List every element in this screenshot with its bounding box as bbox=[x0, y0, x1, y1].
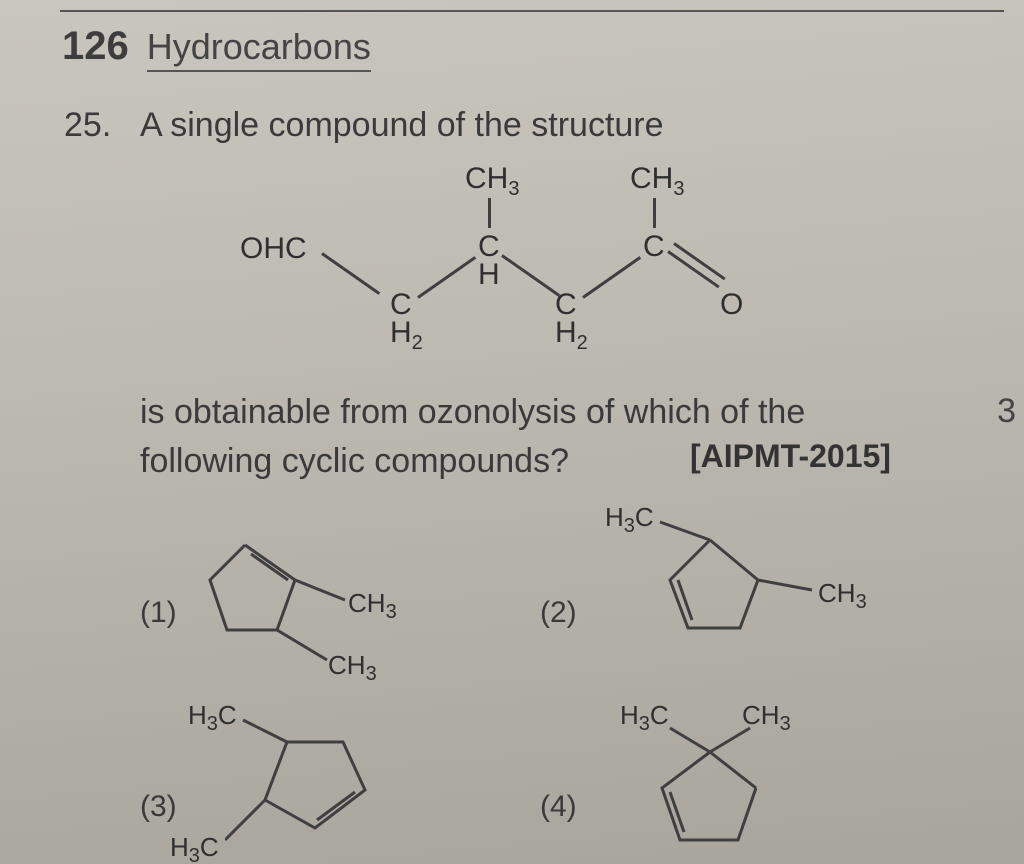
chapter-title: Hydrocarbons bbox=[147, 26, 371, 72]
s: 3 bbox=[856, 591, 867, 613]
top-rule bbox=[60, 10, 1004, 12]
s: 3 bbox=[624, 515, 635, 537]
edge-fragment: 3 bbox=[997, 392, 1016, 431]
t: H bbox=[605, 502, 624, 532]
opt1-ch3-a: CH3 bbox=[348, 588, 397, 624]
option-3-label: (3) bbox=[140, 790, 177, 824]
h-mid: H bbox=[478, 260, 500, 290]
option-1-label: (1) bbox=[140, 596, 177, 630]
h2a-sub: 2 bbox=[412, 332, 423, 354]
s: 3 bbox=[189, 845, 200, 864]
t: CH bbox=[348, 588, 386, 618]
t: CH bbox=[328, 650, 366, 680]
page-number: 126 bbox=[62, 24, 129, 69]
h2-left: H2 bbox=[390, 318, 423, 353]
option-2-structure bbox=[640, 500, 840, 660]
header: 126 Hydrocarbons bbox=[62, 24, 371, 72]
ohc-label: OHC bbox=[240, 234, 307, 264]
bond bbox=[582, 256, 641, 299]
o-right: O bbox=[720, 290, 743, 320]
opt1-ch3-b: CH3 bbox=[328, 650, 377, 686]
option-3-structure bbox=[225, 700, 415, 860]
option-4-structure bbox=[610, 710, 810, 860]
option-2-label: (2) bbox=[540, 596, 577, 630]
s: 3 bbox=[366, 663, 377, 685]
opt2-ch3: CH3 bbox=[818, 578, 867, 614]
h2-right2: H2 bbox=[555, 318, 588, 353]
question-number: 25. bbox=[64, 106, 111, 145]
ch3-top-right: CH3 bbox=[630, 164, 684, 199]
ch3-top-left: CH3 bbox=[465, 164, 519, 199]
bond bbox=[417, 256, 476, 299]
ch3a-text: CH bbox=[465, 162, 508, 195]
opt3-h3c-bot: H3C bbox=[170, 832, 219, 864]
page: 126 Hydrocarbons 25. A single compound o… bbox=[0, 0, 1024, 864]
t: CH bbox=[818, 578, 856, 608]
c-right: C bbox=[643, 232, 665, 262]
h-lbl: H bbox=[390, 316, 412, 349]
ch3b-sub: 3 bbox=[673, 178, 684, 200]
cont-line1: is obtainable from ozonolysis of which o… bbox=[140, 393, 805, 431]
bond bbox=[501, 254, 560, 297]
h2-lbl: H bbox=[555, 316, 577, 349]
bond bbox=[488, 198, 491, 228]
option-4-label: (4) bbox=[540, 790, 577, 824]
s: 3 bbox=[386, 601, 397, 623]
exam-tag: [AIPMT-2015] bbox=[690, 438, 891, 475]
compound-structure: OHC CH3 CH3 C H C C H2 C H2 O bbox=[240, 156, 800, 376]
ch3a-sub: 3 bbox=[508, 178, 519, 200]
t: H bbox=[170, 832, 189, 862]
bond bbox=[321, 252, 380, 295]
h2b-sub: 2 bbox=[577, 332, 588, 354]
c: C bbox=[200, 832, 219, 862]
cont-line2: following cyclic compounds? bbox=[140, 442, 569, 480]
t: H bbox=[188, 700, 207, 730]
question-text: A single compound of the structure bbox=[140, 106, 664, 145]
ch3b-text: CH bbox=[630, 162, 673, 195]
s: 3 bbox=[207, 713, 218, 735]
bond bbox=[653, 198, 656, 228]
